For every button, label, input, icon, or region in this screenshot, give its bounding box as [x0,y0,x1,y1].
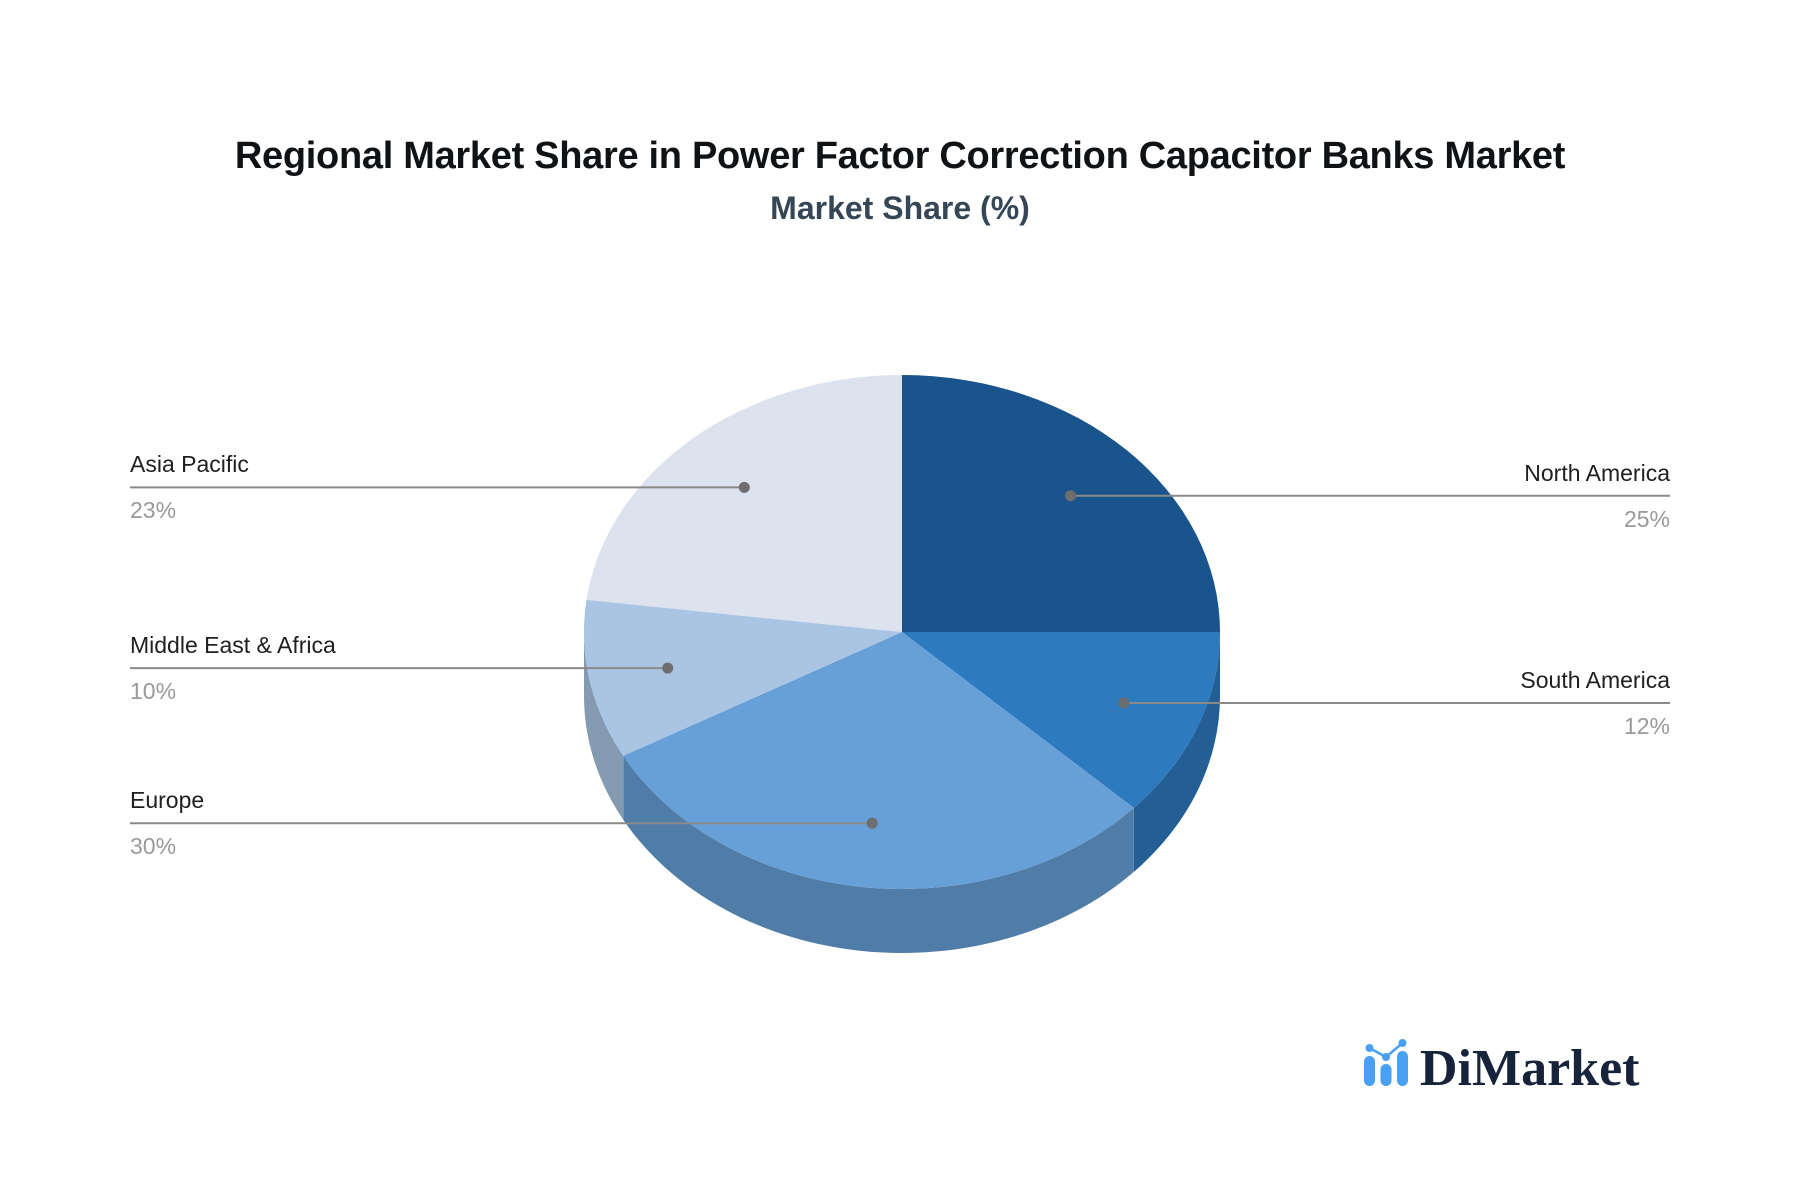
leader-dot [738,481,750,493]
region-percent: 23% [130,497,177,524]
pie-slice-europe [623,632,1134,889]
pie-slice-side-europe [623,755,1134,953]
region-label-middle-east-africa: Middle East & Africa 10% [130,631,336,705]
chart-title: Regional Market Share in Power Factor Co… [234,135,1566,177]
region-percent: 30% [130,833,177,860]
region-name: Middle East & Africa [130,632,336,659]
region-label-north-america: North America 25% [1524,459,1670,533]
region-name: Europe [130,787,205,814]
bar-chart-trend-icon [1364,1039,1408,1086]
region-percent: 10% [130,678,177,705]
pie-slice-middle-east-africa [583,599,902,756]
region-name: South America [1520,666,1670,693]
leader-dot [662,662,674,674]
pie-slice-side-middle-east-africa [584,632,624,820]
region-label-europe: Europe 30% [130,786,204,860]
pie-slice-asia-pacific [586,375,902,632]
pie-slice-south-america [902,632,1220,808]
region-label-asia-pacific: Asia Pacific 23% [130,450,249,524]
dimarket-logo: DiMarket [1362,1038,1639,1095]
region-percent: 25% [1623,505,1670,532]
pie-slice-side-south-america [1133,632,1220,872]
region-percent: 12% [1623,712,1670,739]
leader-dot [866,817,878,829]
leader-dot [1065,490,1077,502]
leader-dot [1118,697,1130,709]
region-name: North America [1524,459,1670,486]
region-label-south-america: South America 12% [1520,666,1670,740]
region-name: Asia Pacific [130,451,249,478]
chart-subtitle: Market Share (%) [770,190,1030,226]
pie-slice-north-america [902,375,1220,632]
logo-text: DiMarket [1420,1040,1640,1097]
